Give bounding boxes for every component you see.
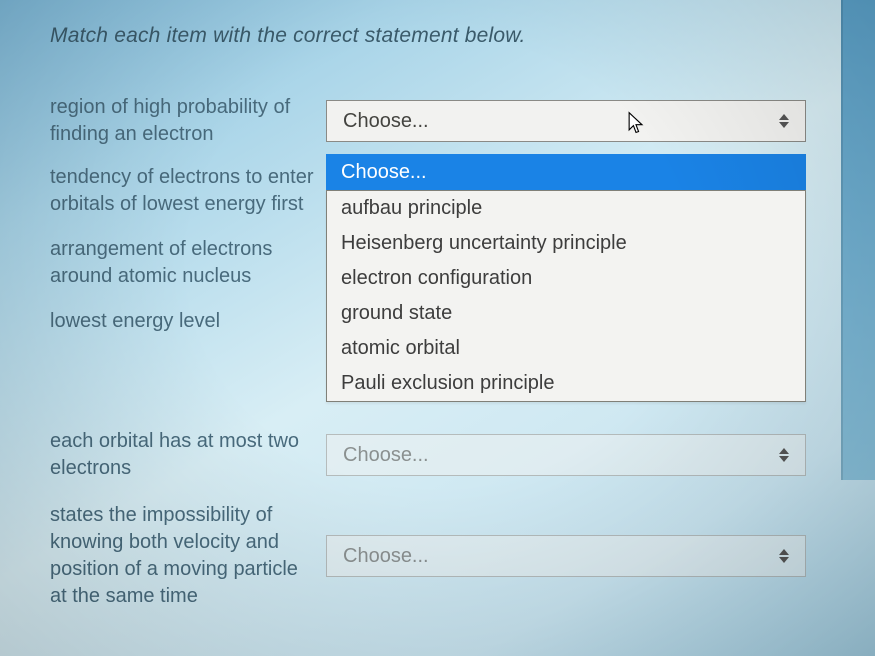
spinner-icon [779, 549, 789, 563]
select-value-5: Choose... [343, 444, 429, 467]
quiz-matching-panel: Match each item with the correct stateme… [0, 0, 875, 656]
select-row-2-wrapper: Choose... aufbau principle Heisenberg un… [326, 154, 806, 190]
bottom-rows: each orbital has at most two electrons C… [50, 428, 835, 610]
option-5[interactable]: atomic orbital [327, 331, 805, 366]
match-row-5: each orbital has at most two electrons C… [50, 428, 835, 482]
select-row-5[interactable]: Choose... [326, 434, 806, 476]
match-label-6: states the impossibility of knowing both… [50, 502, 326, 610]
match-label-2: tendency of electrons to enter orbitals … [50, 164, 326, 218]
left-labels-under-dropdown: tendency of electrons to enter orbitals … [50, 164, 326, 335]
match-label-5: each orbital has at most two electrons [50, 428, 326, 482]
option-2[interactable]: Heisenberg uncertainty principle [327, 226, 805, 261]
option-3[interactable]: electron configuration [327, 261, 805, 296]
option-4[interactable]: ground state [327, 296, 805, 331]
match-label-3: arrangement of electrons around atomic n… [50, 236, 326, 290]
select-value-1: Choose... [343, 110, 429, 133]
spinner-icon [779, 448, 789, 462]
option-1[interactable]: aufbau principle [327, 191, 805, 226]
match-label-4: lowest energy level [50, 308, 326, 335]
select-row-6[interactable]: Choose... [326, 535, 806, 577]
match-label-1: region of high probability of finding an… [50, 94, 326, 148]
select-dropdown[interactable]: aufbau principle Heisenberg uncertainty … [326, 190, 806, 402]
instructions-text: Match each item with the correct stateme… [50, 24, 835, 48]
select-value-6: Choose... [343, 545, 429, 568]
spinner-icon [779, 114, 789, 128]
mouse-cursor-icon [627, 111, 645, 135]
option-6[interactable]: Pauli exclusion principle [327, 366, 805, 401]
select-row-1[interactable]: Choose... [326, 100, 806, 142]
match-row-1: region of high probability of finding an… [50, 92, 835, 148]
match-row-6: states the impossibility of knowing both… [50, 502, 835, 610]
select-value-2: Choose... [341, 161, 427, 184]
select-row-2[interactable]: Choose... [326, 154, 806, 190]
matching-rows: region of high probability of finding an… [50, 92, 835, 148]
